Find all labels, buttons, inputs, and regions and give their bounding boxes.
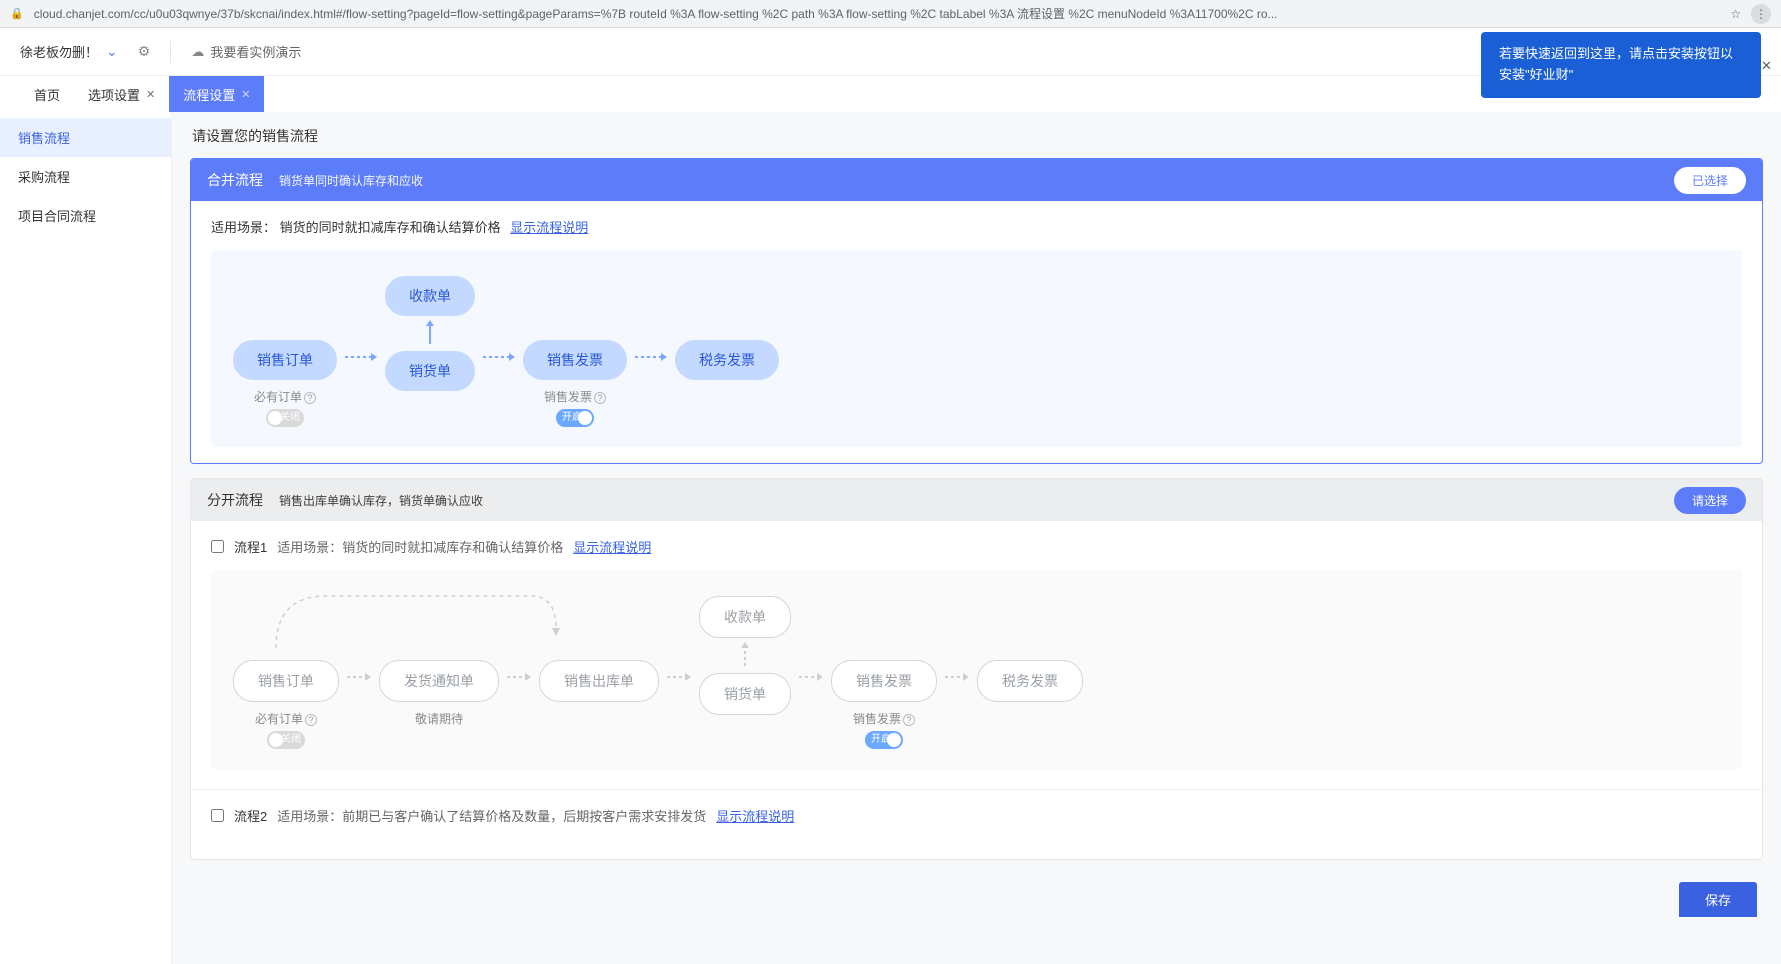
- tab-home[interactable]: 首页: [20, 76, 74, 112]
- select-button[interactable]: 请选择: [1674, 487, 1746, 514]
- arrow-up-icon: [425, 316, 435, 351]
- show-flow-desc-link[interactable]: 显示流程说明: [573, 537, 651, 556]
- close-icon[interactable]: ✕: [241, 88, 250, 101]
- lock-icon: 🔒: [10, 7, 24, 20]
- star-icon[interactable]: ☆: [1730, 7, 1741, 21]
- flow2-checkbox[interactable]: [211, 809, 224, 822]
- install-tooltip: 若要快速返回到这里，请点击安装按钮以安装"好业财": [1481, 32, 1761, 98]
- card-title: 分开流程: [207, 490, 263, 510]
- browser-address-bar: 🔒 cloud.chanjet.com/cc/u0u03qwnye/37b/sk…: [0, 0, 1781, 28]
- split-flow-card: 分开流程 销售出库单确认库存，销货单确认应收 请选择 流程1 适用场景：销货的同…: [190, 478, 1763, 860]
- tab-option-settings[interactable]: 选项设置 ✕: [74, 76, 169, 112]
- node-receipt: 收款单: [699, 596, 791, 638]
- merged-flow-card: 合并流程 销货单同时确认库存和应收 已选择 适用场景： 销货的同时就扣减库存和确…: [190, 158, 1763, 464]
- info-icon[interactable]: ?: [304, 392, 316, 404]
- arrow-icon: [791, 672, 831, 682]
- extension-icon[interactable]: ⋮: [1751, 4, 1771, 24]
- node-receipt: 收款单: [385, 276, 475, 316]
- scene-description: 适用场景： 销货的同时就扣减库存和确认结算价格 显示流程说明: [211, 217, 1742, 236]
- node-sales-delivery: 销货单: [385, 351, 475, 391]
- merged-flow-diagram: 销售订单 必有订单? 关闭 收款单 销货单: [211, 250, 1742, 447]
- sidebar-item-purchase-flow[interactable]: 采购流程: [0, 157, 171, 196]
- arrow-icon: [499, 672, 539, 682]
- page-title: 请设置您的销售流程: [190, 126, 1763, 146]
- node-sales-outbound: 销售出库单: [539, 660, 659, 702]
- save-button[interactable]: 保存: [1679, 882, 1757, 917]
- arrow-icon: [475, 352, 523, 362]
- flow1-diagram: 销售订单 必有订单? 关闭 发货通知单 敬请期待: [211, 570, 1742, 769]
- main-area: 销售流程 采购流程 项目合同流程 请设置您的销售流程 合并流程 销货单同时确认库…: [0, 112, 1781, 964]
- arrow-icon: [337, 352, 385, 362]
- account-selector[interactable]: 徐老板勿删！ ⌄: [20, 42, 118, 61]
- node-sales-invoice: 销售发票: [523, 340, 627, 380]
- toggle-order-required[interactable]: 关闭: [267, 731, 305, 749]
- left-sidebar: 销售流程 采购流程 项目合同流程: [0, 112, 172, 964]
- demo-link[interactable]: ☁ 我要看实例演示: [191, 42, 301, 61]
- node-tax-invoice: 税务发票: [977, 660, 1083, 702]
- chevron-down-icon: ⌄: [106, 43, 118, 60]
- arrow-up-icon: [740, 638, 750, 673]
- node-sales-order: 销售订单: [233, 660, 339, 702]
- footer-bar: 保存: [190, 874, 1763, 917]
- sidebar-item-project-flow[interactable]: 项目合同流程: [0, 196, 171, 235]
- merged-flow-header: 合并流程 销货单同时确认库存和应收 已选择: [191, 159, 1762, 201]
- cloud-icon: ☁: [191, 44, 204, 60]
- sidebar-item-sales-flow[interactable]: 销售流程: [0, 118, 171, 157]
- flow1-checkbox[interactable]: [211, 540, 224, 553]
- arrow-icon: [627, 352, 675, 362]
- node-sales-invoice: 销售发票: [831, 660, 937, 702]
- tooltip-close-icon[interactable]: ✕: [1761, 58, 1779, 76]
- split-flow-1: 流程1 适用场景：销货的同时就扣减库存和确认结算价格 显示流程说明 销售订单: [191, 521, 1762, 789]
- node-sales-order: 销售订单: [233, 340, 337, 380]
- arrow-icon: [659, 672, 699, 682]
- show-flow-desc-link[interactable]: 显示流程说明: [510, 220, 588, 235]
- gear-icon[interactable]: ⚙: [138, 43, 151, 60]
- arrow-icon: [339, 672, 379, 682]
- url-text: cloud.chanjet.com/cc/u0u03qwnye/37b/skcn…: [34, 5, 1721, 22]
- info-icon[interactable]: ?: [594, 392, 606, 404]
- node-sales-delivery: 销货单: [699, 673, 791, 715]
- arrow-icon: [937, 672, 977, 682]
- show-flow-desc-link[interactable]: 显示流程说明: [716, 806, 794, 825]
- card-subtitle: 销售出库单确认库存，销货单确认应收: [279, 492, 483, 509]
- toggle-sales-invoice[interactable]: 开启: [556, 409, 594, 427]
- card-subtitle: 销货单同时确认库存和应收: [279, 172, 423, 189]
- divider: [170, 41, 171, 63]
- toggle-order-required[interactable]: 关闭: [266, 409, 304, 427]
- selected-badge: 已选择: [1674, 167, 1746, 194]
- split-flow-2: 流程2 适用场景：前期已与客户确认了结算价格及数量，后期按客户需求安排发货 显示…: [191, 789, 1762, 859]
- info-icon[interactable]: ?: [305, 714, 317, 726]
- node-delivery-notice: 发货通知单: [379, 660, 499, 702]
- tab-flow-settings[interactable]: 流程设置 ✕: [169, 76, 264, 112]
- card-title: 合并流程: [207, 170, 263, 190]
- content-panel: 请设置您的销售流程 合并流程 销货单同时确认库存和应收 已选择 适用场景： 销货…: [172, 112, 1781, 964]
- info-icon[interactable]: ?: [903, 714, 915, 726]
- close-icon[interactable]: ✕: [146, 88, 155, 101]
- toggle-sales-invoice[interactable]: 开启: [865, 731, 903, 749]
- node-tax-invoice: 税务发票: [675, 340, 779, 380]
- split-flow-header: 分开流程 销售出库单确认库存，销货单确认应收 请选择: [191, 479, 1762, 521]
- account-name: 徐老板勿删！: [20, 42, 98, 61]
